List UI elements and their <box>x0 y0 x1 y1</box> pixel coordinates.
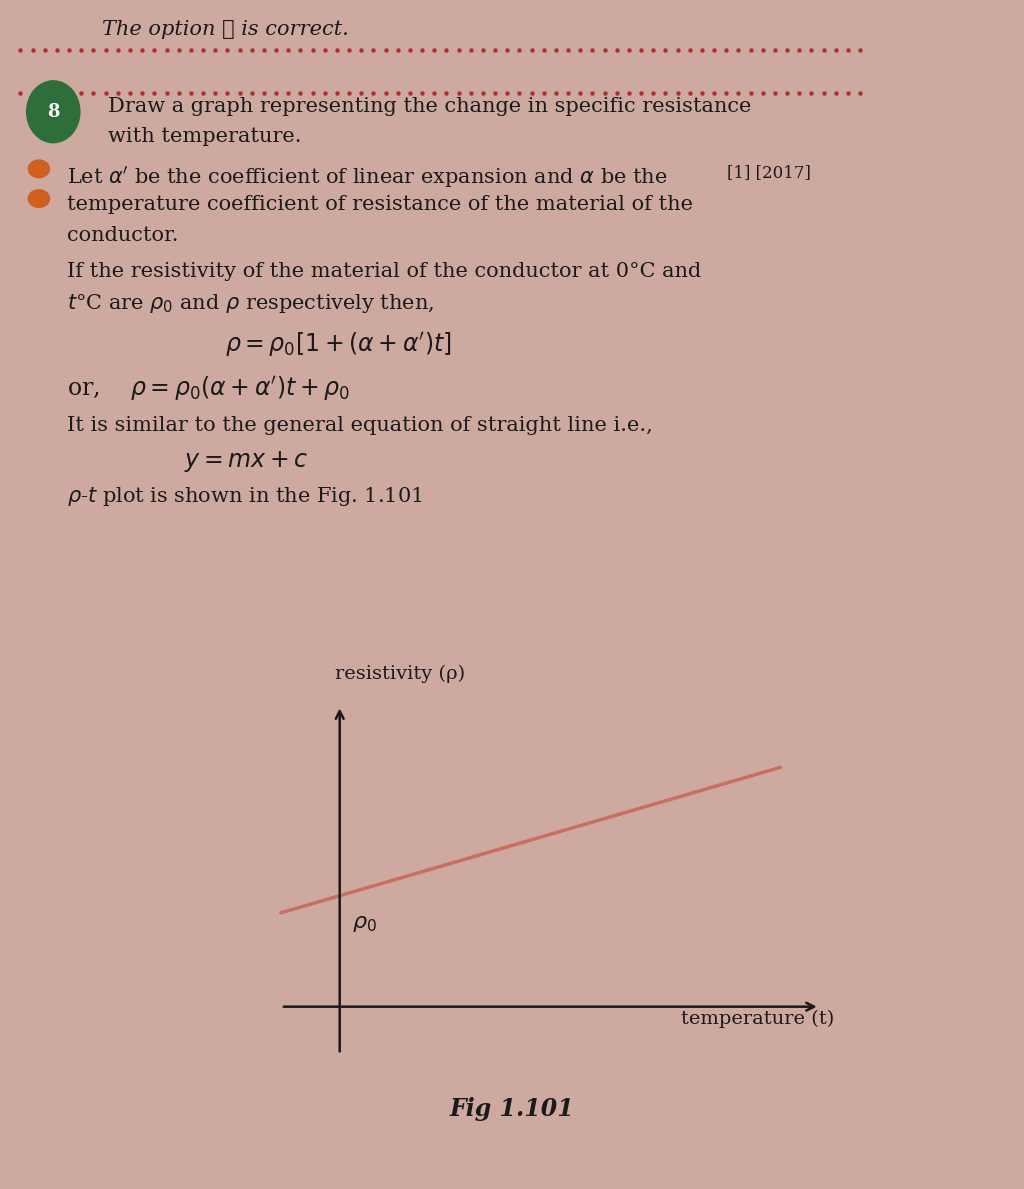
Text: resistivity (ρ): resistivity (ρ) <box>335 665 465 684</box>
Text: It is similar to the general equation of straight line i.e.,: It is similar to the general equation of… <box>67 416 652 435</box>
Text: Fig 1.101: Fig 1.101 <box>450 1097 574 1121</box>
Text: $\rho_0$: $\rho_0$ <box>352 912 377 933</box>
Text: [1] [2017]: [1] [2017] <box>727 164 811 181</box>
Text: with temperature.: with temperature. <box>108 127 301 146</box>
Text: Draw a graph representing the change in specific resistance: Draw a graph representing the change in … <box>108 97 751 117</box>
Ellipse shape <box>28 159 50 178</box>
Text: $\rho$-$t$ plot is shown in the Fig. 1.101: $\rho$-$t$ plot is shown in the Fig. 1.1… <box>67 485 422 508</box>
Text: conductor.: conductor. <box>67 226 178 245</box>
Text: temperature (t): temperature (t) <box>681 1009 835 1028</box>
Ellipse shape <box>28 189 50 208</box>
Text: 8: 8 <box>47 102 59 121</box>
Text: $\rho = \rho_0[1 + (\alpha + \alpha')t]$: $\rho = \rho_0[1 + (\alpha + \alpha')t]$ <box>225 331 453 359</box>
Text: temperature coefficient of resistance of the material of the: temperature coefficient of resistance of… <box>67 195 692 214</box>
Circle shape <box>27 81 80 143</box>
Text: or,    $\rho = \rho_0(\alpha + \alpha')t + \rho_0$: or, $\rho = \rho_0(\alpha + \alpha')t + … <box>67 375 349 403</box>
Text: $y = mx + c$: $y = mx + c$ <box>184 449 308 474</box>
Text: If the resistivity of the material of the conductor at 0°C and: If the resistivity of the material of th… <box>67 262 700 281</box>
Text: $t$°C are $\rho_0$ and $\rho$ respectively then,: $t$°C are $\rho_0$ and $\rho$ respective… <box>67 292 434 315</box>
Text: The option Ⓑ is correct.: The option Ⓑ is correct. <box>102 20 349 39</box>
Text: Let $\alpha'$ be the coefficient of linear expansion and $\alpha$ be the: Let $\alpha'$ be the coefficient of line… <box>67 164 668 190</box>
